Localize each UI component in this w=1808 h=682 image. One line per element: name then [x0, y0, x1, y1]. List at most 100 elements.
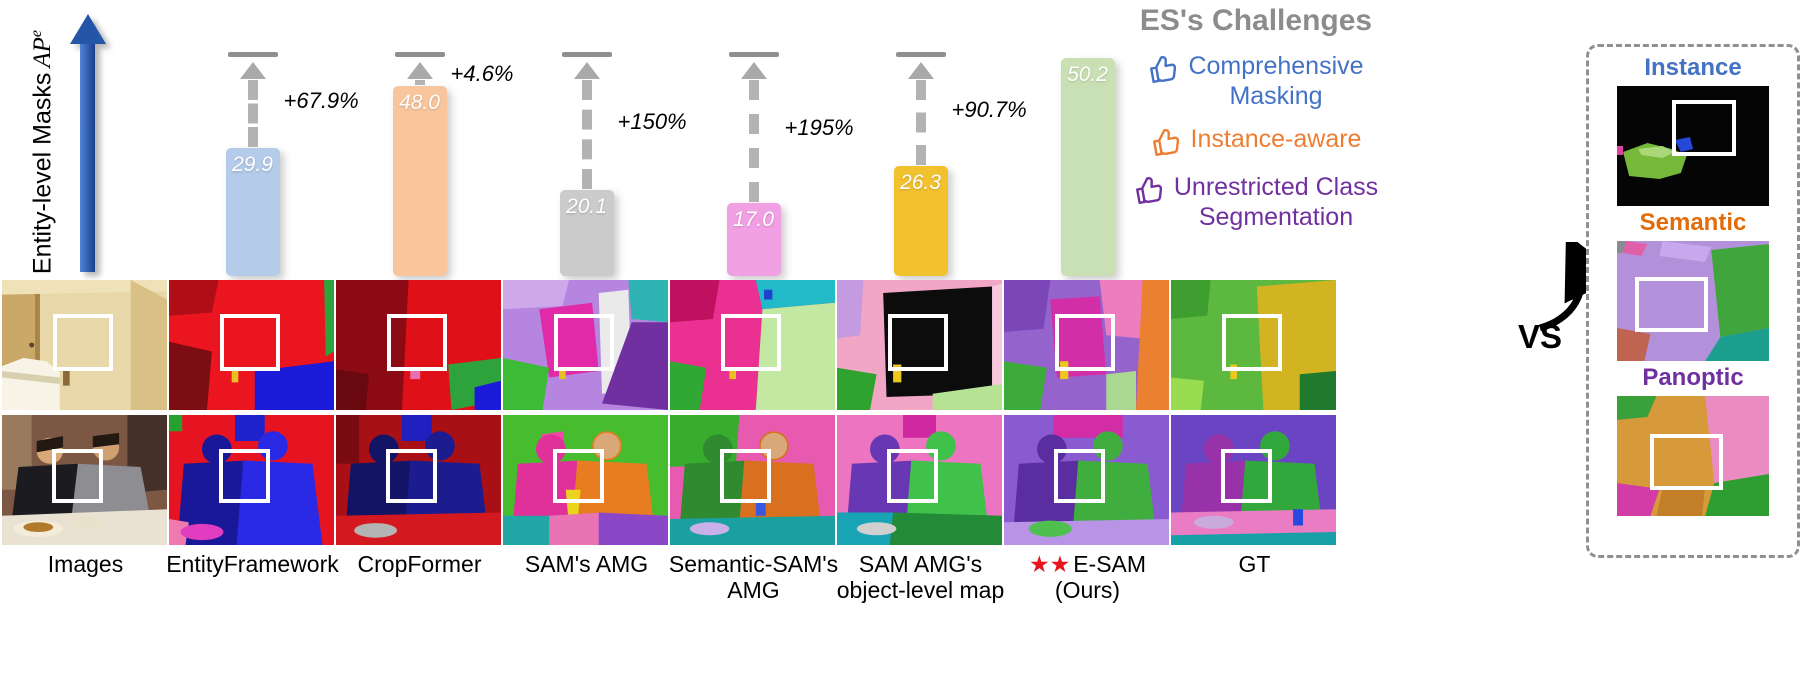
annotation-box [1053, 448, 1105, 504]
column-label-entityframework: EntityFramework [165, 551, 340, 577]
challenge-item-unrestricted-class-segmentation: Unrestricted Class Segmentation [1115, 173, 1397, 232]
target-cap [728, 52, 779, 57]
cell-row2-col1 [2, 415, 167, 545]
annotation-box [554, 313, 614, 371]
improvement-label: +4.6% [450, 61, 514, 86]
column-label-text: CropFormer [357, 551, 482, 577]
gap-arrow-dash [581, 80, 592, 189]
annotation-box [719, 448, 771, 504]
segmentation-image [837, 415, 1002, 545]
column-label-e-sam-ours: ★★ E-SAM (Ours) [1000, 551, 1175, 603]
cell-row2-col5 [670, 415, 835, 545]
segmentation-image [2, 280, 167, 410]
column-label-text: SAM AMG's [858, 551, 983, 577]
panel-label-panoptic: Panoptic [1642, 364, 1744, 391]
column-label-text: object-level map [836, 577, 1005, 604]
target-cap [394, 52, 445, 57]
column-label-images: Images [0, 551, 173, 577]
column-label-text: E-SAM (Ours) [1054, 551, 1147, 604]
target-cap [561, 52, 612, 57]
y-axis-label: Entity-level Masks APe [28, 2, 60, 302]
segmentation-image [169, 280, 334, 410]
column-label-cropformer: CropFormer [332, 551, 507, 577]
segmentation-image [1617, 241, 1769, 361]
column-label-sam-s-amg: SAM's AMG [499, 551, 674, 577]
panel-label-instance: Instance [1644, 54, 1742, 81]
gap-arrow-dash [748, 80, 759, 202]
challenge-label-line: Unrestricted Class [1173, 173, 1379, 201]
bar-semantic-sam-s-amg: 17.0 [726, 203, 781, 276]
segmentation-image [2, 415, 167, 545]
thumbs-up-icon [1152, 128, 1179, 157]
annotation-box [886, 448, 938, 504]
esam-stars-icon: ★★ [1028, 551, 1071, 577]
cell-row2-col4 [503, 415, 668, 545]
thumbs-up-icon [1135, 176, 1162, 205]
challenge-label-line: Instance-aware [1190, 125, 1362, 153]
target-cap [227, 52, 278, 57]
segmentation-image [670, 280, 835, 410]
annotation-box [1055, 313, 1115, 371]
annotation-box [1671, 100, 1736, 156]
segmentation-image [1171, 280, 1336, 410]
column-label-text: Semantic-SAM's [668, 551, 839, 577]
column-label-text: AMG [727, 577, 780, 604]
bar-entityframework: 29.9 [225, 148, 280, 276]
curved-arrow-icon [1538, 242, 1602, 332]
column-label-text: SAM's AMG [524, 551, 649, 577]
cell-row1-col7 [1004, 280, 1169, 410]
segmentation-image [503, 415, 668, 545]
challenge-label-line: Comprehensive [1188, 52, 1364, 80]
y-axis-arrow-head [70, 14, 106, 44]
annotation-box [1650, 434, 1724, 490]
challenges-panel: ES's Challenges Comprehensive Masking Inst… [1115, 4, 1397, 232]
challenges-items: Comprehensive Masking Instance-aware Unrest… [1115, 52, 1397, 232]
improvement-label: +90.7% [951, 96, 1027, 122]
improvement-label: +195% [784, 115, 854, 140]
cell-row1-col5 [670, 280, 835, 410]
segmentation-image [1004, 280, 1169, 410]
annotation-box [220, 313, 280, 371]
panel-image-panoptic [1617, 396, 1769, 516]
cell-row2-col8 [1171, 415, 1336, 545]
annotation-box [218, 448, 270, 504]
y-axis-arrow-body [80, 44, 95, 272]
thumbs-up-icon [1150, 55, 1177, 84]
y-axis-label-text: Entity-level Masks [28, 72, 57, 275]
y-axis-metric: AP [29, 37, 57, 68]
annotation-box [53, 313, 113, 371]
column-label-sam-amg-s-object-level-map: SAM AMG's object-level map [833, 551, 1008, 603]
gap-arrow-dash [247, 80, 258, 147]
cell-row2-col3 [336, 415, 501, 545]
cell-row1-col4 [503, 280, 668, 410]
segmentation-image [670, 415, 835, 545]
annotation-box [385, 448, 437, 504]
cell-row2-col2 [169, 415, 334, 545]
panel-label-semantic: Semantic [1639, 209, 1747, 236]
gap-arrow-head-icon [740, 62, 767, 79]
segmentation-image [169, 415, 334, 545]
column-label-semantic-sam-s-amg: Semantic-SAM's AMG [666, 551, 841, 603]
gap-arrow-head-icon [573, 62, 600, 79]
bar-e-sam-ours: 50.2 [1060, 58, 1115, 276]
cell-row1-col8 [1171, 280, 1336, 410]
bar-value: 20.1 [566, 195, 607, 218]
cell-row1-col3 [336, 280, 501, 410]
bar-value: 50.2 [1067, 63, 1108, 86]
segmentation-image [1617, 86, 1769, 206]
improvement-label: +67.9% [283, 87, 359, 113]
segmentation-image [336, 280, 501, 410]
bar-value: 26.3 [900, 171, 941, 194]
annotation-box [552, 448, 604, 504]
gap-arrow-head-icon [406, 62, 433, 79]
bar-value: 48.0 [399, 91, 440, 114]
cell-row1-col1 [2, 280, 167, 410]
annotation-box [888, 313, 948, 371]
panel-image-instance [1617, 86, 1769, 206]
segmentation-image [503, 280, 668, 410]
segmentation-image [1004, 415, 1169, 545]
bar-sam-s-amg: 20.1 [559, 190, 614, 276]
challenge-label-line: Masking [1229, 81, 1323, 110]
improvement-label: +150% [617, 108, 687, 134]
